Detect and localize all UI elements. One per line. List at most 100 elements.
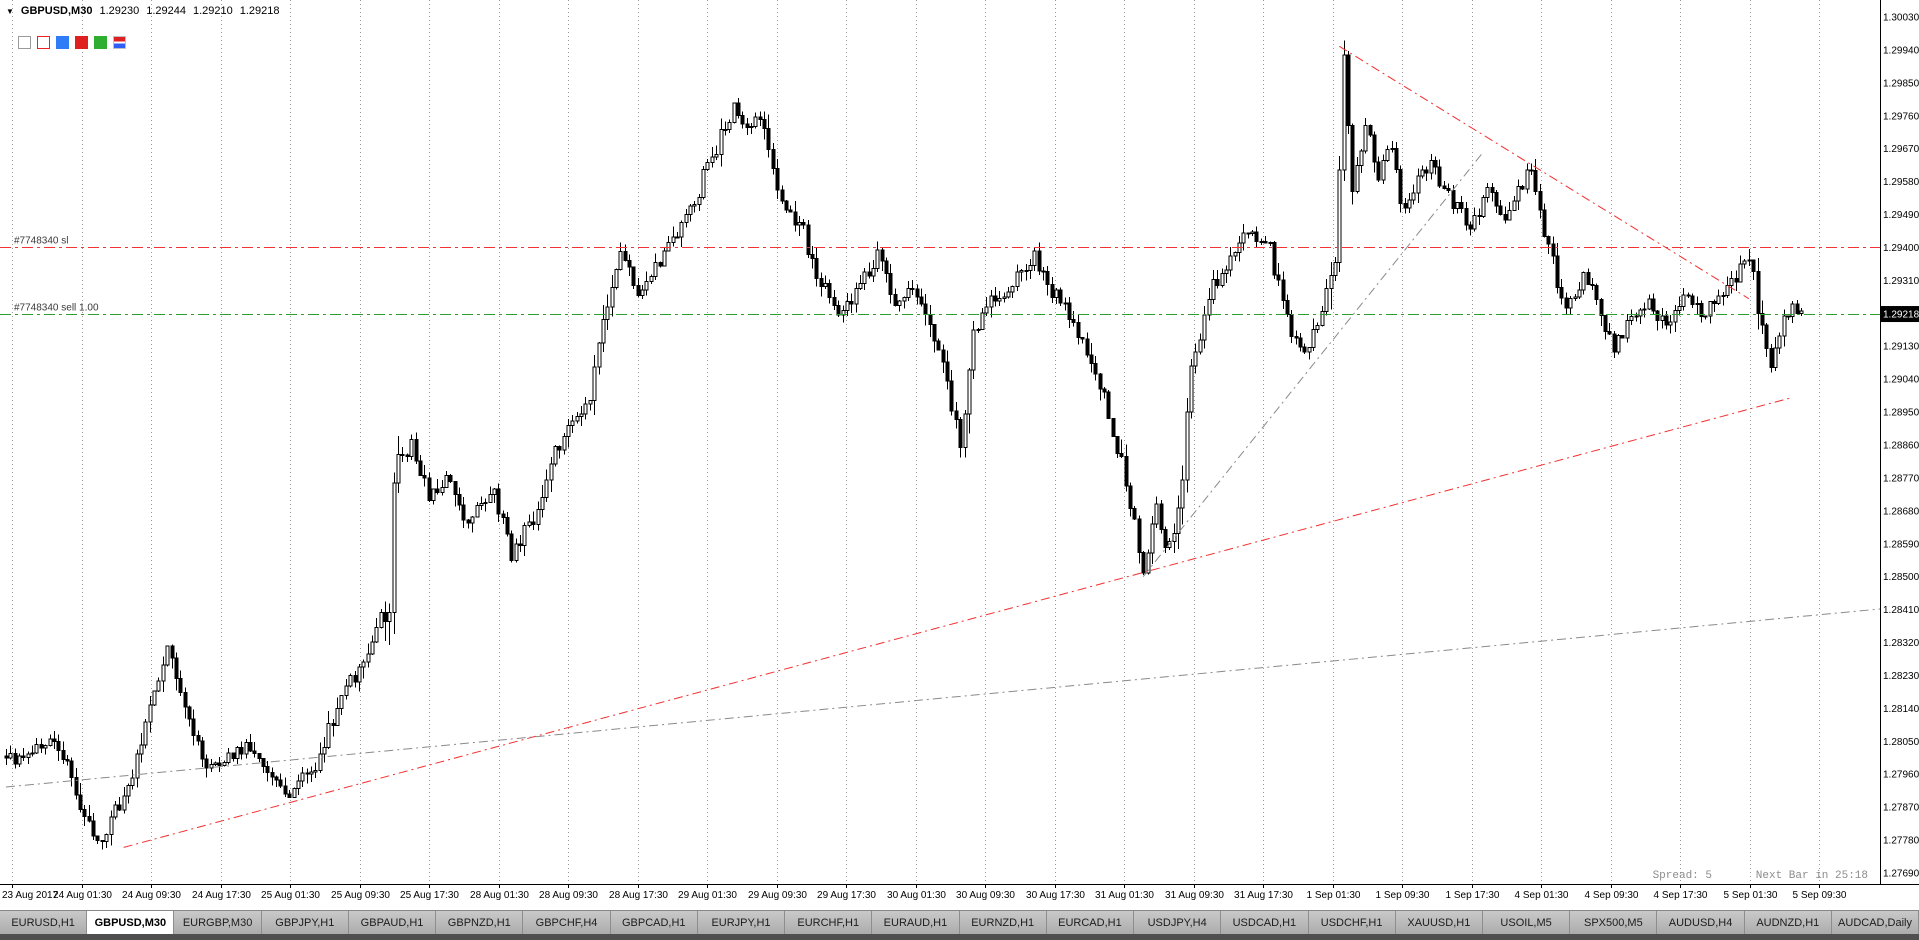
candle-body [1721,294,1726,297]
candle-body [1420,169,1425,177]
price-axis-label[interactable]: 1.27960 [1883,770,1919,781]
candle-body [823,282,828,287]
object-swatch-red-outline-icon[interactable] [37,36,50,49]
tab-eurjpy-h1[interactable]: EURJPY,H1 [697,911,786,934]
tab-gbpusd-m30[interactable]: GBPUSD,M30 [87,911,175,934]
price-axis-label[interactable]: 1.28860 [1883,441,1919,452]
spread-indicator: Spread: 5 [1653,870,1712,882]
tab-eurcad-h1[interactable]: EURCAD,H1 [1046,911,1135,934]
tab-audnzd-h1[interactable]: AUDNZD,H1 [1744,911,1832,934]
price-axis-label[interactable]: 1.28950 [1883,408,1919,419]
price-axis-label[interactable]: 1.30030 [1883,13,1919,24]
candle-body [1603,315,1608,332]
time-axis-label: 24 Aug 01:30 [53,890,112,901]
candle-body [1071,319,1076,323]
candle-body [522,525,527,547]
price-axis-label[interactable]: 1.29760 [1883,111,1919,122]
candle-body [1233,252,1238,257]
candle-body [566,425,571,438]
price-axis-label[interactable]: 1.28500 [1883,572,1919,583]
candle-body [74,776,79,796]
price-axis-label[interactable]: 1.27780 [1883,836,1919,847]
price-axis-label[interactable]: 1.29850 [1883,78,1919,89]
tab-eurgbp-m30[interactable]: EURGBP,M30 [174,911,262,934]
tab-spx500-m5[interactable]: SPX500,M5 [1570,911,1658,934]
price-axis-label[interactable]: 1.29670 [1883,144,1919,155]
trendline-gray-steep[interactable] [1142,152,1484,578]
tab-usdchf-h1[interactable]: USDCHF,H1 [1308,911,1396,934]
object-swatch-red-icon[interactable] [75,36,88,49]
time-axis-label: 30 Aug 09:30 [956,890,1015,901]
candle-body [553,445,558,465]
candle-body [331,723,336,726]
price-axis-label[interactable]: 1.29940 [1883,45,1919,56]
candle-body [1660,315,1665,322]
object-swatch-blue-icon[interactable] [56,36,69,49]
trendline-resistance-red[interactable] [1338,45,1750,300]
candle-body [1464,207,1469,226]
time-axis-label: 31 Aug 01:30 [1095,890,1154,901]
price-axis-label[interactable]: 1.28410 [1883,605,1919,616]
candle-body [296,780,301,789]
candle-body [945,361,950,382]
price-axis-label[interactable]: 1.28050 [1883,737,1919,748]
candle-body [1546,235,1551,245]
tab-eurusd-h1[interactable]: EURUSD,H1 [0,911,88,934]
price-axis-label[interactable]: 1.27690 [1883,869,1919,880]
tab-gbpaud-h1[interactable]: GBPAUD,H1 [348,911,437,934]
price-axis-label[interactable]: 1.29040 [1883,375,1919,386]
candle-body [217,762,222,767]
candle-body [409,438,414,458]
candle-body [1451,189,1456,209]
price-axis-label[interactable]: 1.29580 [1883,177,1919,188]
tab-usoil-m5[interactable]: USOIL,M5 [1482,911,1571,934]
candle-body [122,795,127,811]
object-swatch-flag-icon[interactable] [113,36,126,49]
tab-gbpchf-h4[interactable]: GBPCHF,H4 [523,911,611,934]
tab-gbpnzd-h1[interactable]: GBPNZD,H1 [436,911,524,934]
price-axis-label[interactable]: 1.28770 [1883,473,1919,484]
candle-body [1490,187,1495,194]
candle-body [928,314,933,325]
candle-body [283,785,288,795]
price-axis-label[interactable]: 1.28320 [1883,638,1919,649]
price-axis-label[interactable]: 1.29310 [1883,276,1919,287]
candle-body [309,771,314,775]
price-axis-label[interactable]: 1.27870 [1883,803,1919,814]
tab-usdjpy-h4[interactable]: USDJPY,H4 [1134,911,1222,934]
tab-gbpjpy-h1[interactable]: GBPJPY,H1 [261,911,349,934]
price-axis-label[interactable]: 1.28230 [1883,671,1919,682]
candle-body [531,521,536,525]
object-swatch-green-icon[interactable] [94,36,107,49]
candle-body [139,744,144,755]
trendline-support-red[interactable] [123,396,1793,848]
tab-audusd-h4[interactable]: AUDUSD,H4 [1657,911,1745,934]
tab-euraud-h1[interactable]: EURAUD,H1 [872,911,960,934]
price-axis-label[interactable]: 1.29490 [1883,210,1919,221]
candle-body [919,296,924,305]
price-axis-label[interactable]: 1.29400 [1883,243,1919,254]
symbol-marker-icon: ▼ [6,6,14,16]
tab-audcad-daily[interactable]: AUDCAD,Daily [1831,911,1919,934]
tab-eurnzd-h1[interactable]: EURNZD,H1 [959,911,1047,934]
tab-xauusd-h1[interactable]: XAUUSD,H1 [1395,911,1483,934]
candle-body [906,288,911,298]
candle-body [1734,277,1739,283]
price-axis-label[interactable]: 1.28590 [1883,539,1919,550]
candle-body [1198,339,1203,353]
time-axis-label: 31 Aug 17:30 [1234,890,1293,901]
tab-eurchf-h1[interactable]: EURCHF,H1 [785,911,873,934]
chart-canvas[interactable]: #7748340 sl #7748340 sell 1.00 23 Aug 201… [0,0,1919,910]
candle-body [1555,255,1560,288]
price-axis-label[interactable]: 1.28140 [1883,704,1919,715]
candle-body [679,222,684,238]
trendline-gray-shallow[interactable] [5,608,1893,788]
candle-body [740,114,745,125]
object-swatch-white-icon[interactable] [18,36,31,49]
candle-body [941,349,946,363]
tab-usdcad-h1[interactable]: USDCAD,H1 [1221,911,1309,934]
tab-gbpcad-h1[interactable]: GBPCAD,H1 [610,911,698,934]
time-axis-label: 31 Aug 09:30 [1165,890,1224,901]
price-axis-label[interactable]: 1.28680 [1883,506,1919,517]
price-axis-label[interactable]: 1.29130 [1883,342,1919,353]
